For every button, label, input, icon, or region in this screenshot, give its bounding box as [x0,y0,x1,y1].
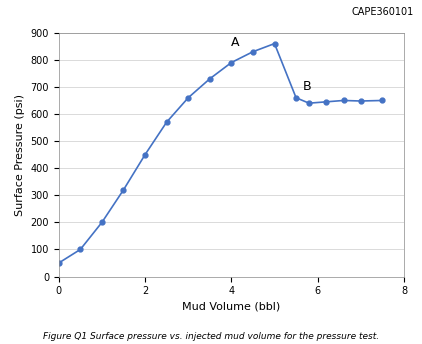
Text: CAPE360101: CAPE360101 [351,7,414,17]
Text: B: B [303,80,311,93]
Y-axis label: Surface Pressure (psi): Surface Pressure (psi) [15,94,25,216]
X-axis label: Mud Volume (bbl): Mud Volume (bbl) [182,302,281,312]
Text: Figure Q1 Surface pressure vs. injected mud volume for the pressure test.: Figure Q1 Surface pressure vs. injected … [43,332,379,341]
Text: A: A [231,36,240,49]
